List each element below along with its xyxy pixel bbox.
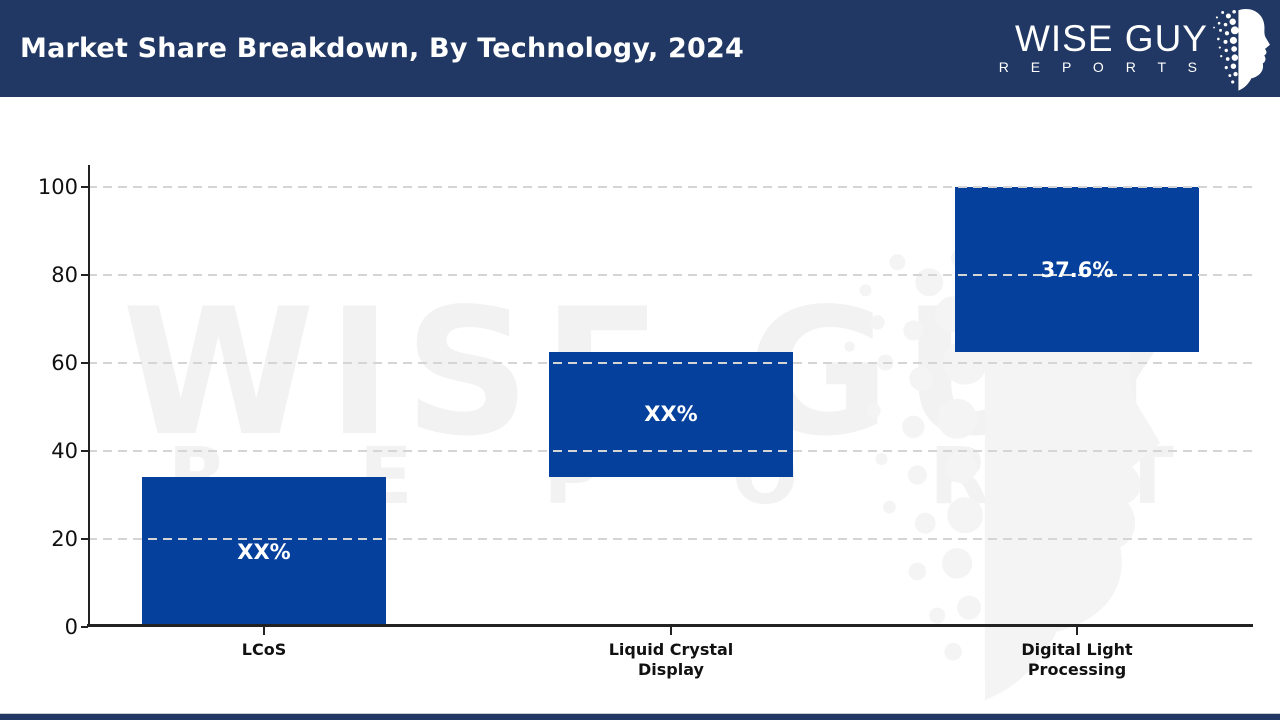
gridline-60: [88, 362, 1252, 364]
y-tick-mark: [81, 538, 88, 540]
x-category-label-line: LCoS: [241, 640, 287, 659]
y-axis-line: [88, 165, 90, 627]
logo-subtext: R E P O R T S: [998, 59, 1206, 75]
x-tick-mark: [1076, 627, 1078, 635]
y-tick-mark: [81, 274, 88, 276]
gridline-20: [88, 538, 1252, 540]
bar-segment: [549, 352, 793, 477]
bar-value-label: XX%: [644, 402, 698, 427]
y-tick-mark: [81, 362, 88, 364]
header-bar: Market Share Breakdown, By Technology, 2…: [0, 0, 1280, 97]
x-category-label-line: Processing: [1027, 660, 1127, 679]
x-category-label: LCoS: [114, 640, 414, 660]
gridline-100: [88, 186, 1252, 188]
y-tick-mark: [81, 626, 88, 628]
x-category-label-line: Liquid Crystal: [608, 640, 734, 659]
gridline-40: [88, 450, 1252, 452]
x-axis-line: [87, 624, 1253, 627]
x-tick-mark: [670, 627, 672, 635]
y-tick-label: 0: [64, 615, 78, 639]
y-tick-label: 100: [37, 175, 78, 199]
x-category-label-line: Display: [638, 660, 704, 679]
chart-title: Market Share Breakdown, By Technology, 2…: [20, 33, 745, 64]
gridline-80: [88, 274, 1252, 276]
logo-wordmark: WISE GUY: [1014, 18, 1208, 59]
bar-segment: [955, 187, 1199, 353]
y-tick-label: 20: [51, 527, 78, 551]
bar-value-label: 37.6%: [1040, 257, 1114, 282]
brand-logo: WISE GUY R E P O R T S: [980, 0, 1280, 97]
y-tick-mark: [81, 186, 88, 188]
footer-bar: [0, 713, 1280, 720]
x-tick-mark: [263, 627, 265, 635]
y-tick-label: 40: [51, 439, 78, 463]
y-tick-label: 80: [51, 263, 78, 287]
x-category-label: Digital Light Processing: [927, 640, 1227, 680]
y-tick-label: 60: [51, 351, 78, 375]
bar-segment: [142, 476, 386, 627]
x-category-label: Liquid Crystal Display: [521, 640, 821, 680]
x-category-label-line: Digital Light: [1021, 640, 1133, 659]
y-tick-mark: [81, 450, 88, 452]
logo-face-icon: [1213, 9, 1270, 91]
bar-value-label: XX%: [237, 539, 291, 564]
logo-text: WISE GUY R E P O R T S: [998, 18, 1208, 76]
